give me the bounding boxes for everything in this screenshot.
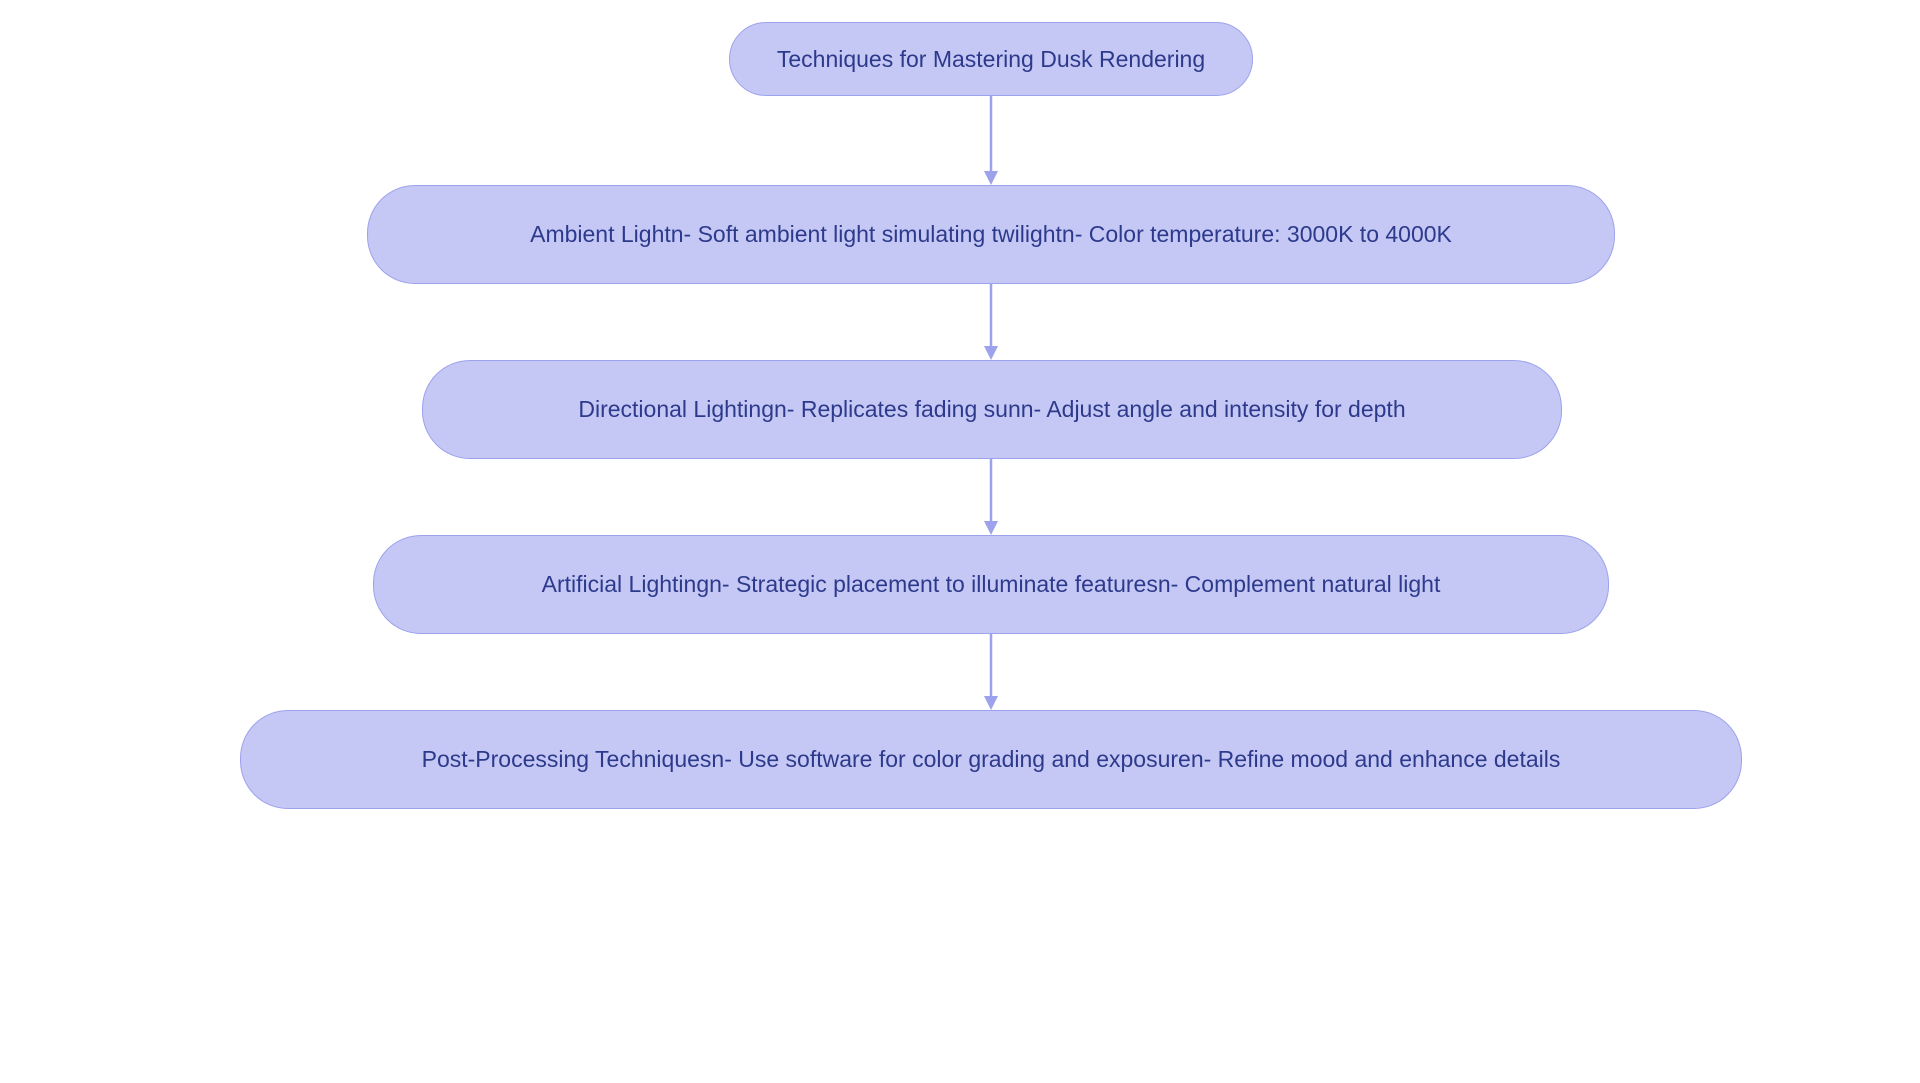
node-label: Ambient Lightn- Soft ambient light simul… <box>530 221 1452 248</box>
flowchart-arrow-2 <box>984 459 998 535</box>
flowchart-container: Techniques for Mastering Dusk Rendering A… <box>0 0 1920 1083</box>
node-label: Techniques for Mastering Dusk Rendering <box>777 46 1205 73</box>
node-label: Artificial Lightingn- Strategic placemen… <box>542 571 1441 598</box>
flowchart-arrow-3 <box>984 634 998 710</box>
flowchart-node-3: Artificial Lightingn- Strategic placemen… <box>373 535 1609 634</box>
flowchart-node-4: Post-Processing Techniquesn- Use softwar… <box>240 710 1742 809</box>
flowchart-arrow-1 <box>984 284 998 360</box>
flowchart-node-2: Directional Lightingn- Replicates fading… <box>422 360 1562 459</box>
flowchart-arrow-0 <box>984 96 998 185</box>
node-label: Directional Lightingn- Replicates fading… <box>578 396 1405 423</box>
flowchart-node-0: Techniques for Mastering Dusk Rendering <box>729 22 1253 96</box>
node-label: Post-Processing Techniquesn- Use softwar… <box>422 746 1561 773</box>
flowchart-node-1: Ambient Lightn- Soft ambient light simul… <box>367 185 1615 284</box>
